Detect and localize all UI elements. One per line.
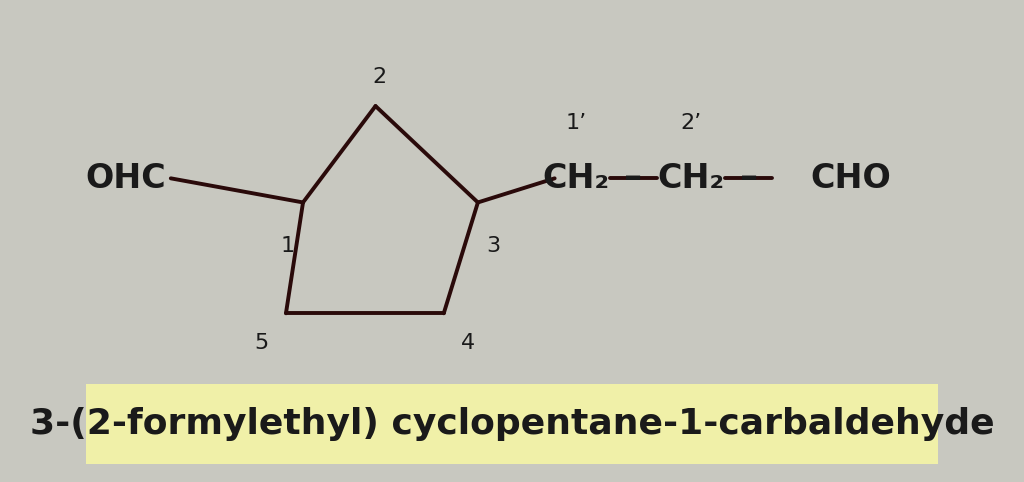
Text: 2’: 2’ (681, 113, 701, 133)
Text: 1: 1 (281, 236, 295, 256)
Text: CH₂: CH₂ (543, 162, 609, 195)
FancyBboxPatch shape (86, 385, 938, 464)
Text: –: – (625, 161, 643, 195)
Text: 5: 5 (255, 333, 269, 352)
Text: OHC: OHC (86, 162, 167, 195)
Text: CHO: CHO (811, 162, 891, 195)
Text: 3: 3 (486, 236, 501, 256)
Text: 2: 2 (373, 67, 387, 87)
Text: 1’: 1’ (565, 113, 587, 133)
Text: 4: 4 (461, 333, 475, 352)
Text: –: – (739, 161, 758, 195)
Text: 3-(2-formylethyl) cyclopentane-1‑carbaldehyde: 3-(2-formylethyl) cyclopentane-1‑carbald… (30, 407, 994, 441)
Text: CH₂: CH₂ (657, 162, 725, 195)
